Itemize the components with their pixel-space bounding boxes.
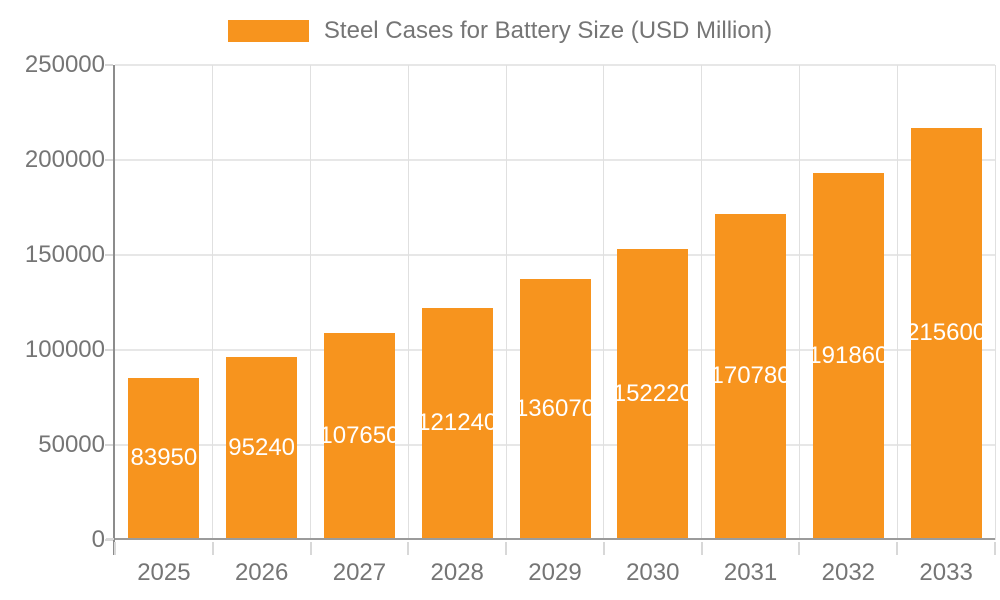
x-axis-tick xyxy=(310,542,312,555)
y-axis-tick xyxy=(105,349,113,351)
legend-label: Steel Cases for Battery Size (USD Millio… xyxy=(323,17,773,44)
bar-value-label: 191860 xyxy=(812,341,884,369)
bar-value-label: 152220 xyxy=(617,379,689,407)
y-tick-label: 250000 xyxy=(24,51,105,78)
y-axis-tick xyxy=(105,539,113,541)
bar-value-label: 215600 xyxy=(910,319,982,346)
bar: 136070 xyxy=(519,279,591,538)
x-tick-label: 2029 xyxy=(528,559,582,586)
x-tick-label: 2027 xyxy=(332,559,387,586)
bar-value-label: 121240 xyxy=(421,409,493,436)
y-axis-tick xyxy=(105,159,113,161)
x-axis-tick xyxy=(114,542,116,555)
vertical-gridline xyxy=(897,65,898,540)
legend-color-swatch xyxy=(227,20,309,42)
y-tick-label: 200000 xyxy=(24,146,105,173)
y-tick-label: 100000 xyxy=(24,336,105,363)
bar: 107650 xyxy=(323,333,395,538)
y-tick-label: 0 xyxy=(91,526,105,553)
bar: 95240 xyxy=(226,357,298,538)
x-tick-label: 2033 xyxy=(919,559,973,586)
x-tick-label: 2028 xyxy=(430,559,484,586)
x-axis-tick xyxy=(407,542,409,555)
bar-value-label: 107650 xyxy=(323,421,395,449)
y-tick-label: 150000 xyxy=(24,241,105,268)
x-tick-label: 2032 xyxy=(821,559,876,586)
y-axis-tick xyxy=(105,64,113,66)
bar-value-label: 95240 xyxy=(228,433,296,461)
x-axis-line xyxy=(115,538,995,540)
bar: 191860 xyxy=(812,173,884,538)
vertical-gridline xyxy=(408,65,409,540)
x-axis-tick xyxy=(798,542,800,555)
bar-value-label: 83950 xyxy=(130,444,198,471)
x-axis-tick xyxy=(701,542,703,555)
plot-area: 83950 95240 107650 121240 136070 152220 170780… xyxy=(105,64,996,555)
x-axis-tick xyxy=(994,542,996,555)
bar: 170780 xyxy=(715,214,787,538)
vertical-gridline xyxy=(799,65,800,540)
bar: 215600 xyxy=(910,128,982,538)
legend: Steel Cases for Battery Size (USD Millio… xyxy=(0,18,1000,44)
x-axis-tick xyxy=(603,542,605,555)
x-axis-tick xyxy=(212,542,214,555)
vertical-gridline xyxy=(701,65,702,540)
x-axis-tick xyxy=(896,542,898,555)
x-tick-label: 2026 xyxy=(234,559,289,586)
bar-value-label: 170780 xyxy=(715,362,787,389)
x-axis-tick xyxy=(505,542,507,555)
y-axis-tick xyxy=(105,254,113,256)
bar-value-label: 136070 xyxy=(519,394,591,422)
vertical-gridline xyxy=(506,65,507,540)
horizontal-gridline xyxy=(115,64,995,66)
y-axis-line xyxy=(113,65,115,555)
vertical-gridline xyxy=(603,65,604,540)
horizontal-gridline xyxy=(115,159,995,161)
bar: 152220 xyxy=(617,249,689,538)
x-tick-label: 2025 xyxy=(137,559,191,586)
x-tick-label: 2031 xyxy=(723,559,778,586)
x-tick-label: 2030 xyxy=(626,559,680,586)
y-tick-label: 50000 xyxy=(38,431,105,458)
horizontal-gridline xyxy=(115,254,995,256)
y-axis-tick xyxy=(105,444,113,446)
vertical-gridline xyxy=(310,65,311,540)
bar: 121240 xyxy=(421,308,493,538)
vertical-gridline xyxy=(995,65,996,540)
vertical-gridline xyxy=(212,65,213,540)
bar: 83950 xyxy=(128,378,200,538)
